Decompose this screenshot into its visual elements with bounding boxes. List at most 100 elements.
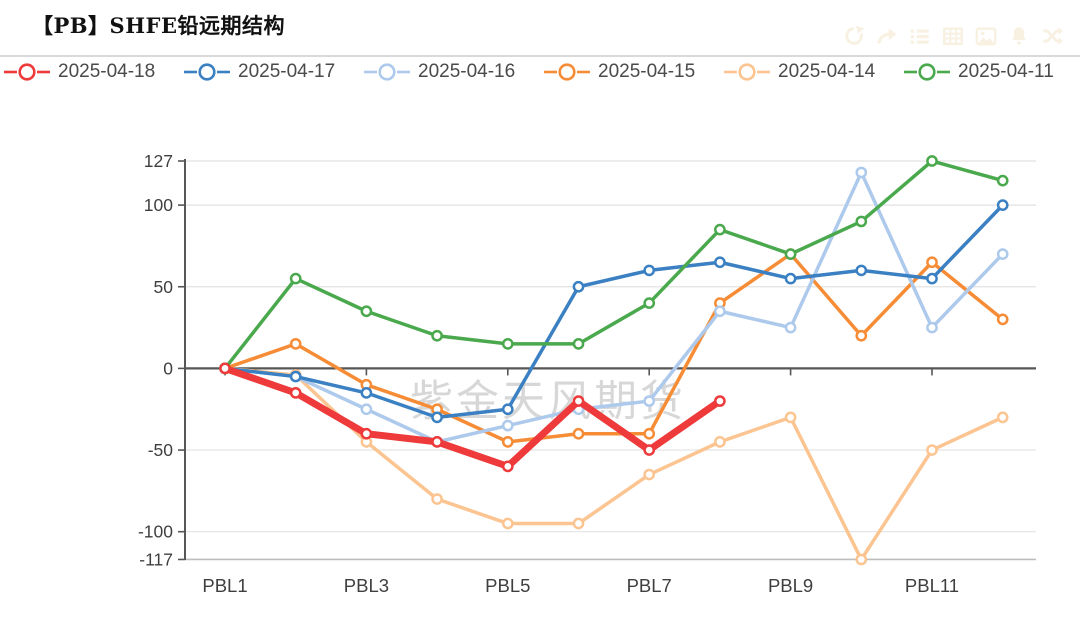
data-point[interactable] xyxy=(501,419,514,432)
x-tick-label: PBL11 xyxy=(905,575,959,596)
chart-toolbar xyxy=(843,24,1063,48)
data-point[interactable] xyxy=(360,387,373,399)
y-tick-label: 127 xyxy=(144,151,173,171)
data-point[interactable] xyxy=(714,305,726,318)
data-point[interactable] xyxy=(360,427,373,440)
data-point[interactable] xyxy=(926,272,938,285)
data-point[interactable] xyxy=(996,411,1009,424)
data-point[interactable] xyxy=(501,517,514,530)
legend-item-2025-04-11[interactable]: 2025-04-11 xyxy=(904,61,1080,83)
table-icon[interactable] xyxy=(942,24,964,48)
data-point[interactable] xyxy=(784,411,797,424)
data-point[interactable] xyxy=(855,215,868,228)
data-point[interactable] xyxy=(784,272,797,285)
bell-icon[interactable] xyxy=(1008,24,1030,48)
series-2025-04-18[interactable] xyxy=(219,362,726,473)
refresh-icon[interactable] xyxy=(843,24,865,48)
data-point[interactable] xyxy=(926,444,938,456)
legend-item-label: 2025-04-17 xyxy=(238,61,336,82)
legend-item-2025-04-14[interactable]: 2025-04-14 xyxy=(724,61,904,83)
y-tick-label: 0 xyxy=(163,358,173,378)
data-point[interactable] xyxy=(926,256,938,269)
data-point[interactable] xyxy=(714,436,726,448)
data-point[interactable] xyxy=(431,436,443,448)
y-tick-label: 50 xyxy=(154,277,174,297)
data-point[interactable] xyxy=(289,387,302,399)
data-point[interactable] xyxy=(855,329,868,342)
data-point[interactable] xyxy=(784,321,797,334)
shuffle-icon[interactable] xyxy=(1041,24,1063,48)
data-point[interactable] xyxy=(714,223,726,236)
legend-item-label: 2025-04-11 xyxy=(958,61,1054,82)
legend-item-2025-04-16[interactable]: 2025-04-16 xyxy=(364,61,544,83)
y-axis xyxy=(178,159,186,561)
zero-axis-line xyxy=(185,367,1036,376)
page-title: 【PB】SHFE铅远期结构 xyxy=(32,13,285,38)
data-point[interactable] xyxy=(501,436,514,448)
legend-item-2025-04-15[interactable]: 2025-04-15 xyxy=(544,61,724,83)
legend-item-label: 2025-04-16 xyxy=(418,61,516,82)
data-point[interactable] xyxy=(219,362,231,375)
data-point[interactable] xyxy=(572,280,585,293)
series-2025-04-11[interactable] xyxy=(219,155,1009,375)
y-tick-label: -50 xyxy=(148,440,174,460)
gridlines xyxy=(185,160,1036,561)
data-point[interactable] xyxy=(501,460,514,473)
data-point[interactable] xyxy=(926,321,938,334)
data-point[interactable] xyxy=(289,370,302,383)
x-tick-label: PBL9 xyxy=(768,575,813,596)
x-tick-label: PBL7 xyxy=(627,575,672,596)
data-point[interactable] xyxy=(643,468,656,481)
x-tick-label: PBL3 xyxy=(344,575,389,596)
data-point[interactable] xyxy=(996,248,1009,260)
list-icon[interactable] xyxy=(909,24,931,48)
data-point[interactable] xyxy=(501,338,514,350)
x-tick-label: PBL1 xyxy=(202,575,247,596)
legend-marker-icon xyxy=(4,63,50,81)
data-point[interactable] xyxy=(431,329,443,342)
data-point[interactable] xyxy=(643,395,656,407)
data-point[interactable] xyxy=(572,395,585,407)
data-point[interactable] xyxy=(360,403,373,416)
legend-item-label: 2025-04-14 xyxy=(778,61,876,82)
data-point[interactable] xyxy=(855,264,868,277)
data-point[interactable] xyxy=(643,264,656,277)
x-tick-label: PBL5 xyxy=(485,575,530,596)
data-point[interactable] xyxy=(643,297,656,309)
chart-legend: 2025-04-18 2025-04-17 2025-04-16 2025-04-15… xyxy=(4,61,1080,83)
image-icon[interactable] xyxy=(975,24,997,48)
data-point[interactable] xyxy=(572,338,585,350)
series-2025-04-17[interactable] xyxy=(219,199,1009,424)
data-point[interactable] xyxy=(643,427,656,440)
data-point[interactable] xyxy=(289,272,302,285)
data-point[interactable] xyxy=(996,199,1009,211)
legend-item-label: 2025-04-15 xyxy=(598,61,696,82)
legend-marker-icon xyxy=(364,63,410,81)
x-axis-labels: PBL1 PBL3 PBL5 PBL7 PBL9 PBL11 xyxy=(202,575,959,596)
share-icon[interactable] xyxy=(876,24,898,48)
legend-item-2025-04-17[interactable]: 2025-04-17 xyxy=(184,61,364,83)
legend-marker-icon xyxy=(904,63,950,81)
data-point[interactable] xyxy=(855,553,868,566)
data-point[interactable] xyxy=(996,174,1009,187)
data-point[interactable] xyxy=(996,313,1009,326)
data-point[interactable] xyxy=(431,493,443,505)
data-point[interactable] xyxy=(714,395,726,407)
data-point[interactable] xyxy=(360,305,373,318)
legend-item-label: 2025-04-18 xyxy=(58,61,156,82)
data-point[interactable] xyxy=(501,403,514,416)
legend-marker-icon xyxy=(184,63,230,81)
data-point[interactable] xyxy=(572,427,585,440)
data-point[interactable] xyxy=(643,444,656,456)
legend-item-2025-04-18[interactable]: 2025-04-18 xyxy=(4,61,184,83)
y-tick-label: -100 xyxy=(138,522,173,542)
data-point[interactable] xyxy=(855,166,868,179)
data-point[interactable] xyxy=(926,155,938,167)
data-point[interactable] xyxy=(572,517,585,530)
y-axis-labels: 127 100 50 0 -50 -100 -117 xyxy=(138,151,173,569)
data-point[interactable] xyxy=(431,411,443,424)
data-point[interactable] xyxy=(714,256,726,269)
data-point[interactable] xyxy=(784,248,797,260)
data-point[interactable] xyxy=(289,338,302,350)
